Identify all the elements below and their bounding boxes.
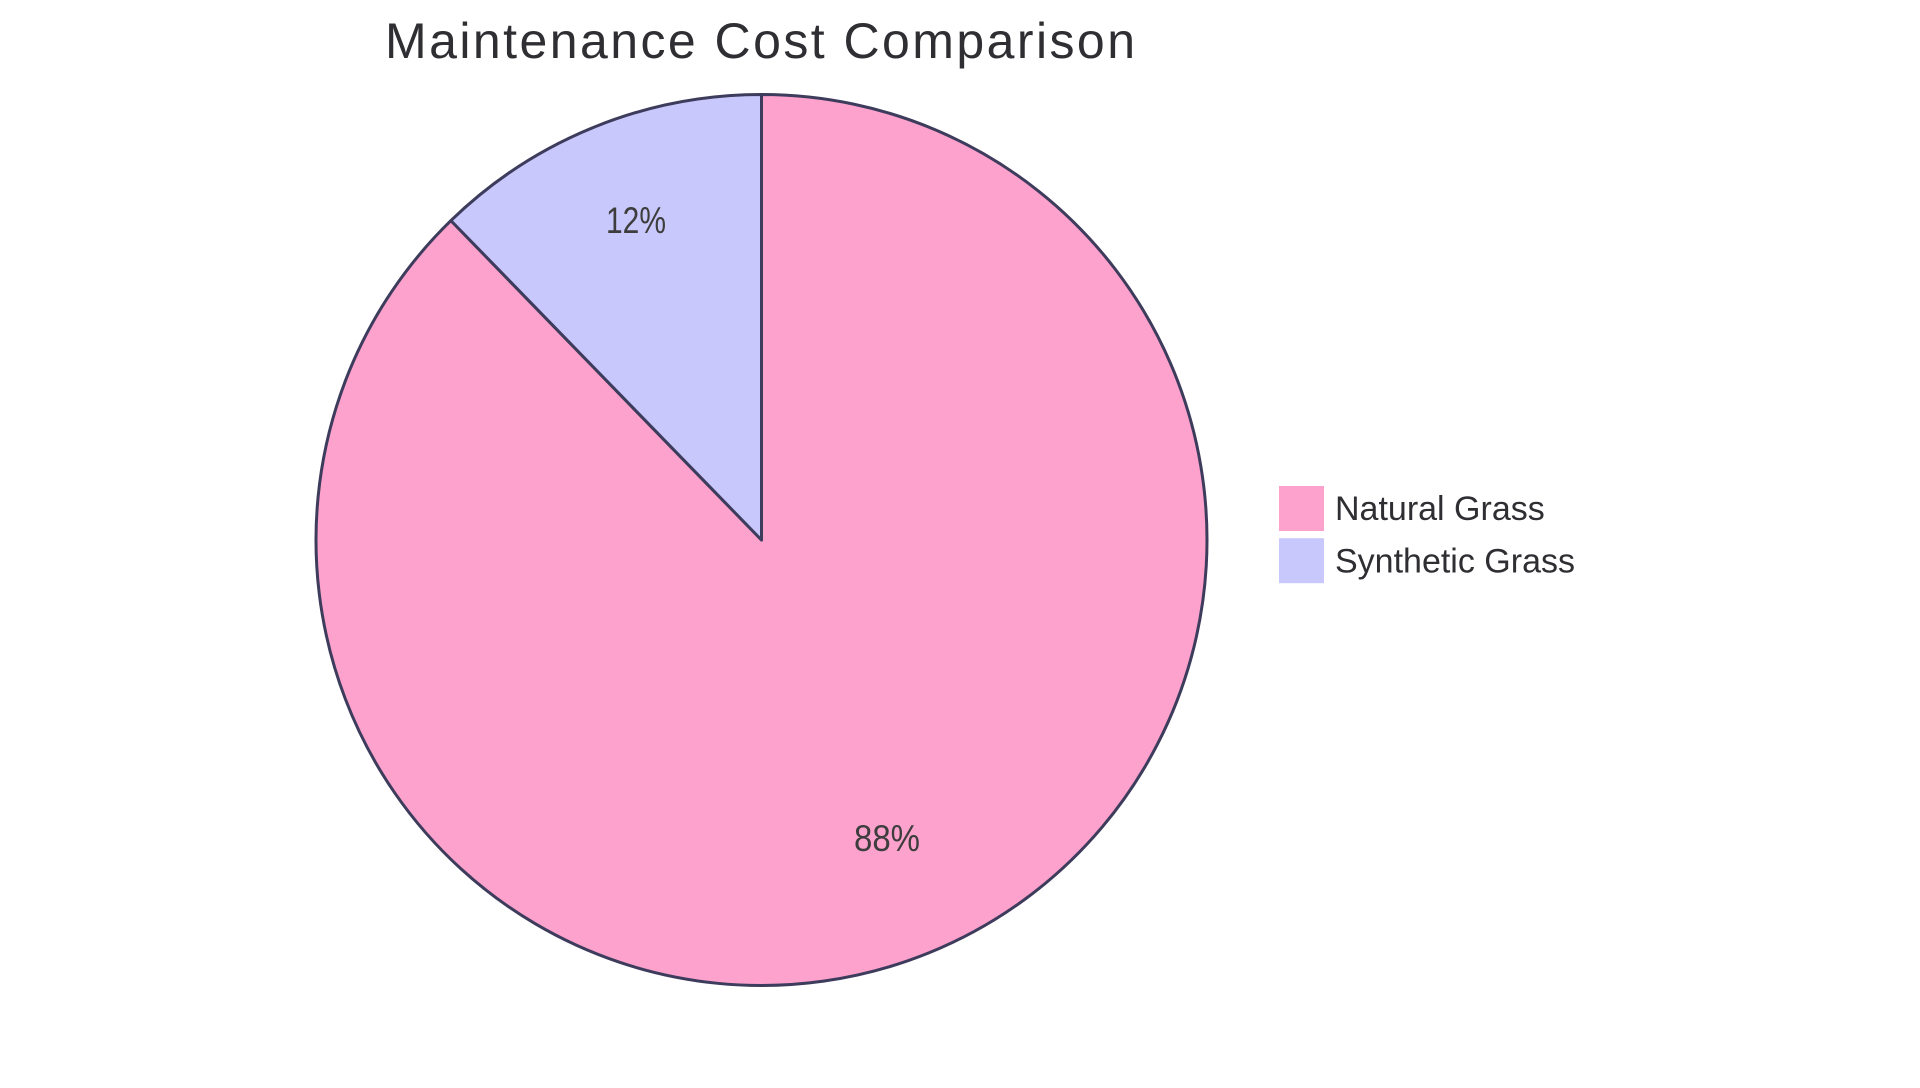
svg-text:Synthetic Grass: Synthetic Grass: [1335, 543, 1575, 581]
svg-text:12%: 12%: [606, 200, 666, 241]
svg-text:Maintenance Cost Comparison: Maintenance Cost Comparison: [385, 13, 1135, 69]
svg-text:Natural Grass: Natural Grass: [1335, 490, 1545, 528]
svg-text:88%: 88%: [854, 818, 920, 859]
